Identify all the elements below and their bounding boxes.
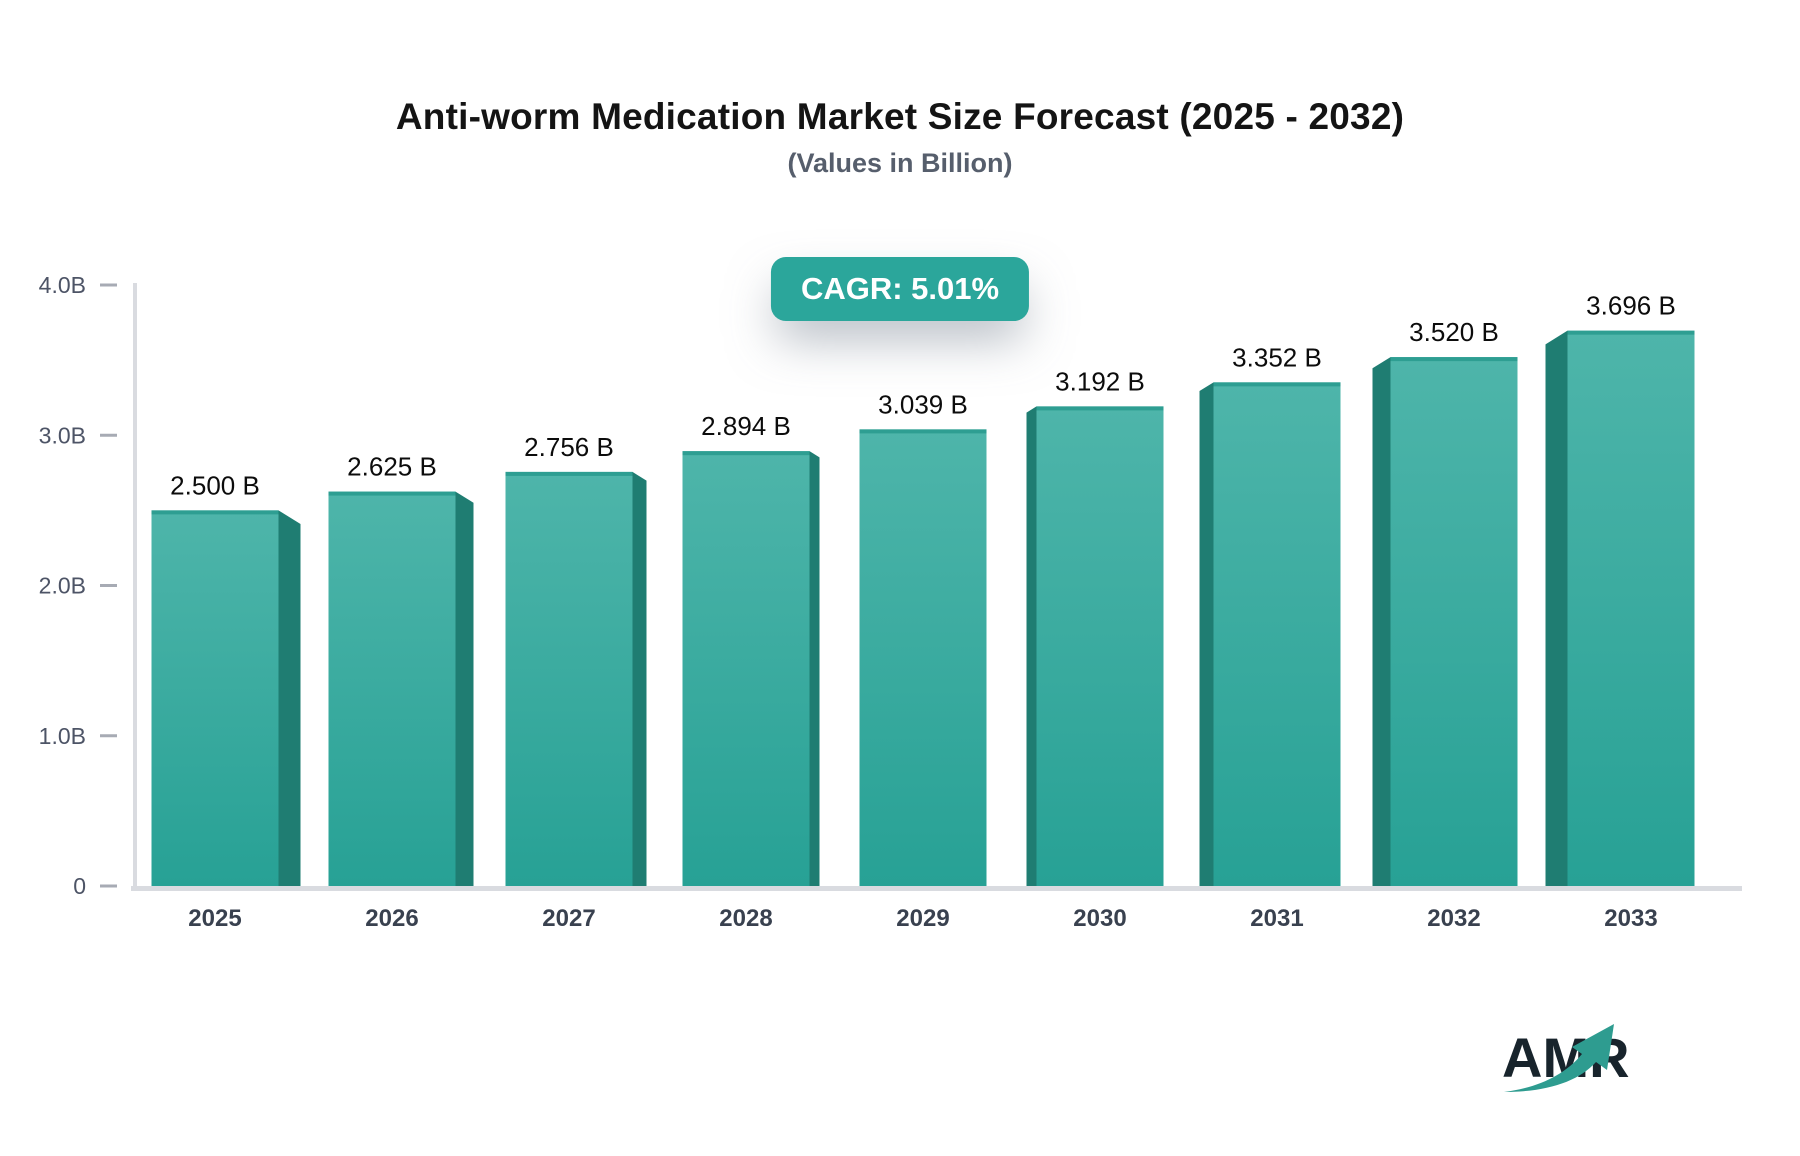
bar-side-face (632, 471, 647, 886)
y-tick-label: 2.0B (39, 573, 86, 599)
x-tick-label: 2028 (719, 905, 772, 932)
axes (100, 283, 1742, 891)
y-tick-dash (100, 884, 117, 888)
x-axis-line (131, 886, 1742, 891)
bar-value-label: 3.352 B (1232, 342, 1322, 372)
y-axis-line (133, 283, 137, 891)
bar-value-label: 3.039 B (878, 389, 968, 419)
x-tick-label: 2029 (896, 905, 949, 932)
bar-2030 (1026, 406, 1164, 886)
bar-2033 (1545, 330, 1695, 886)
y-tick-label: 1.0B (39, 723, 86, 749)
bar-top-edge (1213, 382, 1341, 387)
y-tick-label: 4.0B (39, 272, 86, 298)
bar-side-face (455, 491, 474, 886)
bar-2031 (1199, 382, 1341, 886)
bar-front-face (1390, 357, 1518, 886)
chart-title: Anti-worm Medication Market Size Forecas… (395, 96, 1405, 137)
x-tick-label: 2025 (188, 905, 241, 932)
bar-front-face (1213, 382, 1341, 886)
cagr-badge: CAGR: 5.01% (770, 257, 1030, 321)
bar-2025 (151, 510, 301, 886)
bar-side-face (1026, 406, 1037, 886)
x-tick-label: 2030 (1073, 905, 1126, 932)
y-tick-dash (100, 584, 117, 587)
y-tick-dash (100, 283, 117, 287)
bar-side-face (278, 510, 301, 886)
x-tick-label: 2026 (365, 905, 418, 932)
bars (151, 330, 1695, 886)
bar-2029 (859, 429, 987, 886)
bar-front-face (328, 491, 456, 886)
x-tick-label: 2027 (542, 905, 595, 932)
growth-arrow-icon (1504, 1024, 1614, 1092)
y-tick-dash (100, 734, 117, 738)
bar-top-edge (505, 471, 633, 476)
bar-value-label: 3.192 B (1055, 366, 1145, 396)
x-tick-label: 2033 (1604, 905, 1657, 932)
bar-front-face (682, 451, 810, 886)
bar-value-label: 2.756 B (524, 432, 614, 462)
bar-value-label: 3.696 B (1586, 291, 1676, 321)
x-tick-label: 2031 (1250, 905, 1303, 932)
bar-2027 (505, 471, 647, 886)
chart-subtitle: (Values in Billion) (787, 148, 1013, 178)
bar-top-edge (328, 491, 456, 496)
bar-top-edge (682, 451, 810, 456)
bar-2032 (1372, 357, 1518, 886)
bar-side-face (1199, 382, 1214, 886)
bar-value-label: 2.894 B (701, 411, 791, 441)
y-tick-label: 0 (73, 873, 86, 899)
amr-logo: AMR (1502, 1012, 1712, 1104)
labels: 0 1.0B 2.0B 3.0B 4.0B 2.500 B 2025 2.625 B 2026 2… (39, 272, 1676, 932)
y-tick-dash (100, 433, 117, 437)
bar-top-edge (859, 429, 987, 434)
bar-top-edge (1567, 330, 1695, 335)
bar-front-face (859, 429, 987, 886)
bar-2026 (328, 491, 474, 886)
bar-2028 (682, 451, 820, 886)
bar-top-edge (151, 510, 279, 515)
bar-value-label: 2.625 B (347, 452, 437, 482)
bar-front-face (1036, 406, 1164, 886)
bar-top-edge (1390, 357, 1518, 362)
bar-front-face (151, 510, 279, 886)
bar-value-label: 2.500 B (170, 470, 260, 500)
bar-front-face (1567, 330, 1695, 886)
x-tick-label: 2032 (1427, 905, 1480, 932)
bar-side-face (809, 451, 820, 886)
bar-front-face (505, 471, 633, 886)
bar-side-face (1372, 357, 1391, 886)
y-tick-label: 3.0B (39, 422, 86, 448)
bar-top-edge (1036, 406, 1164, 411)
bar-value-label: 3.520 B (1409, 317, 1499, 347)
bar-side-face (1545, 330, 1568, 886)
